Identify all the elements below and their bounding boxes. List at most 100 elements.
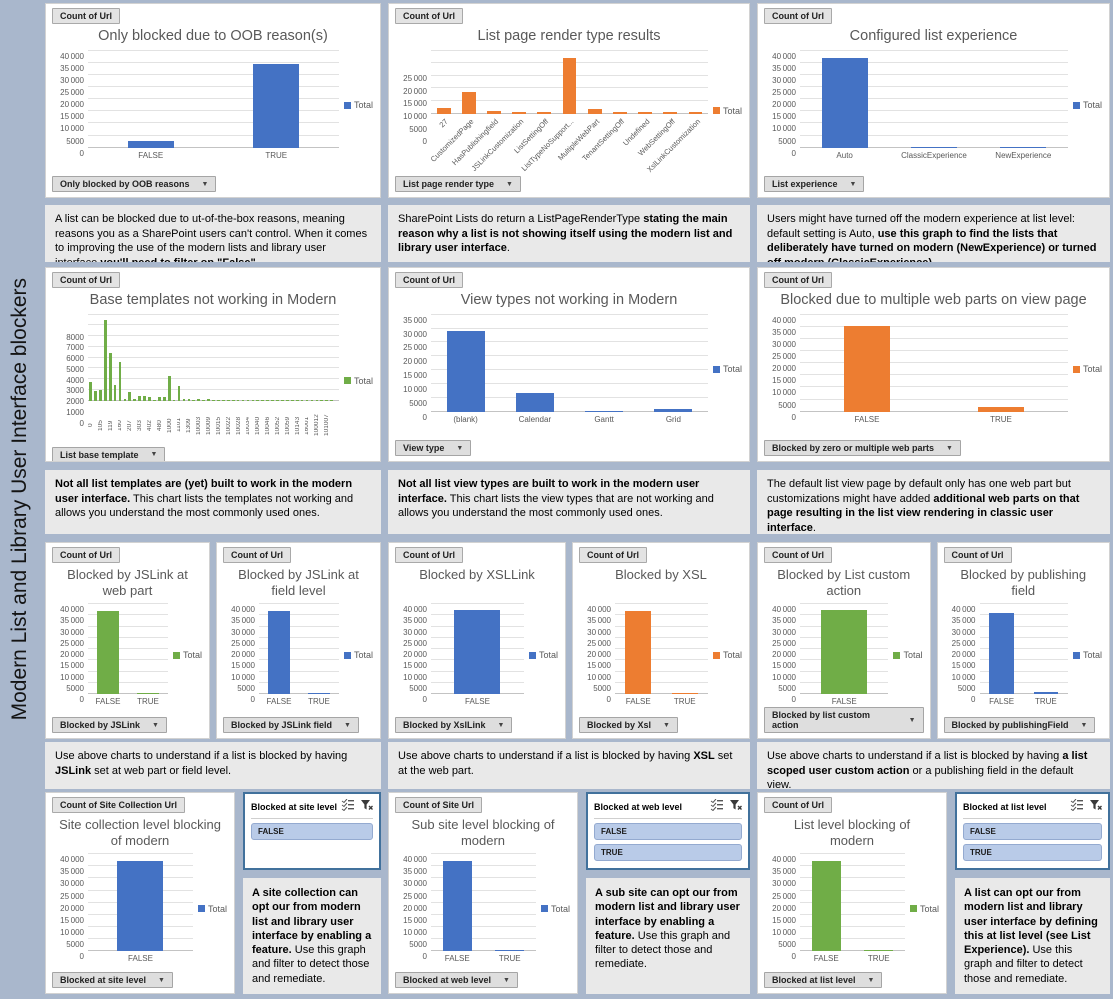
- multi-select-icon[interactable]: [341, 798, 354, 816]
- gridline: [431, 327, 708, 329]
- y-axis: 0 5000 10 000 15 000 20 000 25 000 30 000 35 00…: [395, 855, 431, 961]
- filter-dropdown-configured-list-experience[interactable]: List experience ▼: [764, 176, 865, 192]
- gridline: [800, 950, 905, 952]
- gridline: [431, 913, 536, 915]
- slicer-item-false[interactable]: FALSE: [963, 823, 1102, 840]
- pivot-field-button[interactable]: Count of Url: [223, 547, 291, 563]
- legend-swatch: [172, 651, 180, 659]
- y-tick-label: 20 000: [951, 650, 976, 660]
- x-tick-label: 16001: [304, 416, 310, 435]
- x-tick-label: Calendar: [518, 414, 552, 424]
- x-tick-label: 105: [97, 419, 103, 431]
- filter-dropdown-jslink-web-part[interactable]: Blocked by JSLink ▼: [52, 717, 167, 733]
- y-tick-label: 30 000: [951, 627, 976, 637]
- filter-dropdown-list-custom-action[interactable]: Blocked by list custom action ▼: [764, 707, 924, 733]
- chart-title: View types not working in Modern: [460, 292, 678, 308]
- pivot-field-button[interactable]: Count of Url: [52, 272, 120, 288]
- chart-title: Site collection level blocking of modern: [59, 817, 221, 848]
- chart-title: Blocked by XSL: [615, 567, 707, 582]
- filter-dropdown-publishing-field[interactable]: Blocked by publishingField ▼: [943, 717, 1096, 733]
- bar-100012: [315, 399, 319, 401]
- x-tick-label: FALSE: [625, 697, 651, 706]
- multi-select-icon[interactable]: [1070, 798, 1083, 816]
- bar-480: [158, 397, 161, 401]
- legend: Total: [168, 650, 203, 660]
- gridline: [615, 659, 708, 661]
- legend-label: Total: [182, 650, 202, 661]
- pivot-field-button[interactable]: Count of Url: [764, 797, 832, 813]
- filter-dropdown-list-page-render-type[interactable]: List page render type ▼: [395, 176, 521, 192]
- bar-false: [844, 326, 890, 412]
- y-axis: 0 5000 10 000 15 000 20 000 25 000 30 000 35 00…: [944, 605, 980, 704]
- y-tick-label: 15 000: [772, 376, 796, 386]
- chart-title: Base templates not working in Modern: [89, 292, 337, 308]
- bar-classicexperience: [910, 146, 957, 148]
- pivot-field-button[interactable]: Count of Site Collection Url: [52, 797, 185, 813]
- slicer-item-true[interactable]: TRUE: [594, 844, 742, 861]
- legend-label: Total: [1082, 650, 1102, 661]
- y-tick-label: 5000: [237, 683, 255, 693]
- pivot-field-button[interactable]: Count of Url: [943, 547, 1012, 563]
- pivot-field-button[interactable]: Count of Url: [764, 547, 832, 563]
- filter-dropdown-site-collection-blocking[interactable]: Blocked at site level ▼: [52, 972, 173, 988]
- x-tick-label: FALSE: [95, 697, 121, 707]
- pivot-field-button[interactable]: Count of Url: [764, 8, 832, 24]
- y-tick-label: 5000: [593, 683, 611, 693]
- pivot-field-button[interactable]: Count of Url: [579, 547, 647, 563]
- filter-dropdown-xsl[interactable]: Blocked by Xsl ▼: [579, 717, 678, 733]
- y-tick-label: 15 000: [587, 661, 611, 671]
- gridline: [431, 877, 536, 879]
- filter-dropdown-only-blocked-oob[interactable]: Only blocked by OOB reasons ▼: [52, 176, 217, 192]
- bar-true: [495, 950, 525, 952]
- clear-filter-icon[interactable]: [360, 798, 373, 816]
- pivot-field-button[interactable]: Count of Url: [395, 547, 463, 563]
- y-tick-label: 40 000: [772, 855, 796, 865]
- slicer-item-false[interactable]: FALSE: [251, 823, 373, 840]
- pivot-field-button[interactable]: Count of Url: [395, 272, 463, 288]
- y-axis: 0 5000 10 000 15 000 20 000 25 000 30 000 35 00…: [223, 605, 259, 704]
- filter-dropdown-list-level-blocking[interactable]: Blocked at list level ▼: [764, 972, 883, 988]
- clear-filter-icon[interactable]: [729, 798, 742, 816]
- x-tick-label: 10022: [225, 416, 231, 435]
- slicer-item-false[interactable]: FALSE: [594, 823, 742, 840]
- filter-dropdown-base-templates[interactable]: List base template ▼: [52, 446, 166, 461]
- legend-swatch: [712, 365, 720, 373]
- dropdown-arrow-icon: ▼: [1080, 721, 1088, 729]
- filter-dropdown-jslink-field[interactable]: Blocked by JSLink field ▼: [223, 717, 359, 733]
- y-tick-label: 15 000: [60, 915, 84, 925]
- bar-false: [442, 861, 472, 952]
- note-text: additional web parts on that page result…: [767, 492, 1080, 534]
- y-tick-label: 5000: [66, 683, 84, 693]
- note-text: a list scoped user custom action: [767, 750, 1088, 777]
- plot-area: [88, 603, 168, 695]
- gridline: [800, 98, 1068, 100]
- pivot-field-button[interactable]: Count of Url: [395, 8, 463, 24]
- multi-select-icon[interactable]: [710, 798, 723, 816]
- gridline: [800, 865, 905, 867]
- filter-dropdown-view-types[interactable]: View type ▼: [395, 440, 472, 456]
- pivot-field-button[interactable]: Count of Url: [764, 272, 832, 288]
- y-tick-label: 35 000: [587, 616, 611, 626]
- filter-dropdown-sub-site-blocking[interactable]: Blocked at web level ▼: [395, 972, 518, 988]
- gridline: [800, 938, 905, 940]
- gridline: [88, 681, 168, 683]
- gridline: [979, 614, 1068, 616]
- page-title: Modern List and Library User Interface b…: [8, 278, 31, 721]
- filter-dropdown-multiple-web-parts[interactable]: Blocked by zero or multiple web parts ▼: [764, 440, 961, 456]
- gridline: [88, 388, 339, 390]
- x-tick-label: 10143: [294, 416, 300, 435]
- y-tick-label: 0: [606, 695, 611, 704]
- bar-false: [97, 610, 119, 695]
- bar-item-43: [300, 399, 304, 401]
- clear-filter-icon[interactable]: [1089, 798, 1102, 816]
- x-tick-label: 101007: [324, 414, 330, 437]
- y-tick-label: 10 000: [60, 927, 84, 937]
- pivot-field-button[interactable]: Count of Site Url: [395, 797, 482, 813]
- slicer-item-true[interactable]: TRUE: [963, 844, 1102, 861]
- pivot-field-button[interactable]: Count of Url: [52, 8, 120, 24]
- y-tick-label: 5000: [778, 683, 796, 693]
- pivot-field-button[interactable]: Count of Url: [52, 547, 120, 563]
- filter-dropdown-xsllink[interactable]: Blocked by XslLink ▼: [395, 717, 513, 733]
- bar-tenantsettingoff: [612, 112, 627, 114]
- x-tick-label: FALSE: [465, 697, 490, 706]
